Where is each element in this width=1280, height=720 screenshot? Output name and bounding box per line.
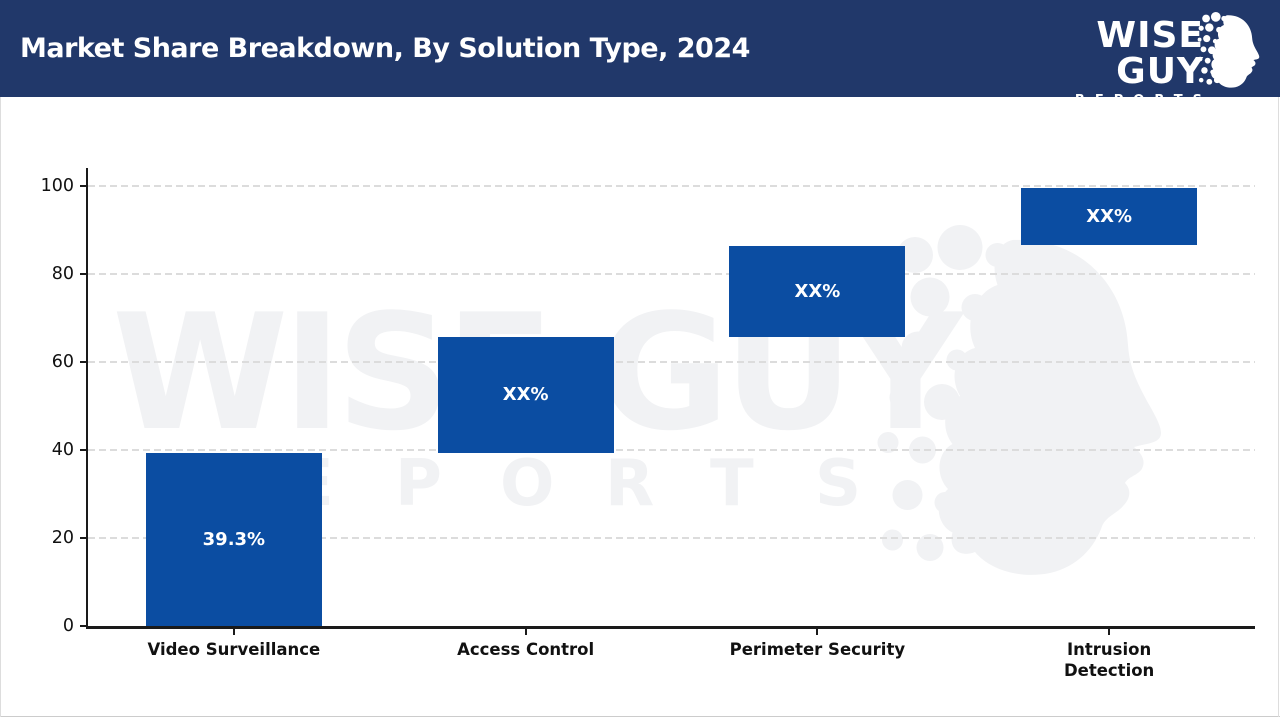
y-tick [80,537,87,539]
watermark-letter: S [815,447,861,521]
watermark-letter: O [500,447,554,521]
gridline [88,537,1255,539]
x-category-label: Access Control [457,640,595,659]
logo-subtext: REPORTS [1074,93,1212,108]
bar: 39.3% [145,453,322,626]
y-tick [80,449,87,451]
gridline [88,449,1255,451]
right-rule [1278,97,1279,717]
y-tick-label: 80 [51,264,74,284]
y-tick-label: 40 [51,440,74,460]
gridline [88,273,1255,275]
chart-area: WISE GUY REPORTS 02040608010039.3%Video … [0,97,1280,720]
x-category-label: Perimeter Security [729,640,906,659]
left-rule [0,97,1,717]
bar-value-label: XX% [502,384,549,406]
x-tick [816,628,819,635]
watermark-letter: R [605,447,654,521]
x-axis-spine [86,626,1255,629]
logo-face-icon [1197,12,1260,88]
x-category-label: Video Surveillance [147,640,321,659]
watermark-letter: P [395,447,442,521]
header-bar: Market Share Breakdown, By Solution Type… [0,0,1280,108]
bar-value-label: XX% [794,280,841,302]
y-tick [80,273,87,275]
bottom-rule [0,716,1280,717]
plot: 0 20 40 60 80 100 39.3% Video Surveillance XX% Ac… [0,97,1280,720]
logo-text: WISE GUY REPORTS [1022,15,1204,109]
x-tick [232,628,235,635]
y-tick-label: 100 [40,176,74,196]
y-tick-label: 0 [62,616,74,636]
y-tick-label: 60 [51,352,74,372]
bar: XX% [1021,188,1198,245]
x-tick [524,628,527,635]
gridline [88,361,1255,363]
chart-title: Market Share Breakdown, By Solution Type… [20,33,750,64]
logo-wordmark: WISE GUY [1096,15,1204,92]
y-tick-label: 20 [51,528,74,548]
y-tick [80,625,87,627]
y-tick [80,185,87,187]
y-tick [80,361,87,363]
bar: XX% [729,245,906,337]
wise-guy-logo: WISE GUY REPORTS [1022,10,1272,108]
y-axis-spine [86,168,88,628]
bar-value-label: XX% [1086,206,1133,228]
x-tick [1108,628,1111,635]
x-category-label: Intrusion Detection [1063,640,1155,680]
gridline [88,185,1255,187]
bar-value-label: 39.3% [202,529,266,551]
watermark-letter: T [710,447,754,521]
bar: XX% [437,336,614,454]
